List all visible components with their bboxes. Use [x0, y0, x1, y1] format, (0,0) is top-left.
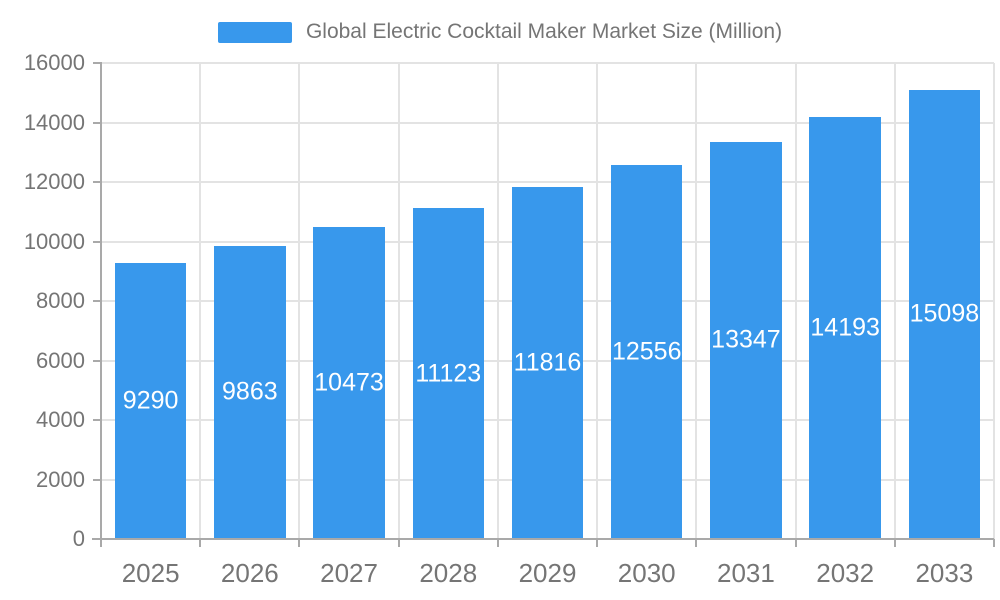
x-axis-tick-label: 2031 [717, 558, 775, 588]
x-gridline [993, 63, 995, 539]
x-tick [496, 539, 499, 547]
x-tick [893, 539, 896, 547]
x-axis-tick-label: 2028 [419, 558, 478, 588]
x-tick [794, 539, 797, 547]
y-tick [93, 62, 101, 64]
y-tick [93, 419, 101, 421]
x-gridline [695, 63, 698, 539]
y-axis-tick-label: 6000 [36, 347, 85, 373]
y-tick [93, 478, 101, 481]
y-tick [93, 181, 101, 183]
y-axis-tick-label: 14000 [23, 109, 85, 135]
bar-2026[interactable] [214, 245, 286, 539]
x-axis-tick-label: 2032 [816, 558, 875, 588]
bar-2029[interactable] [511, 187, 584, 539]
x-gridline [496, 63, 499, 539]
bar-2031[interactable] [710, 141, 782, 539]
bar-value-label: 15098 [909, 299, 980, 328]
bar-value-label: 12556 [611, 337, 682, 366]
y-gridline [101, 181, 994, 183]
y-gridline [101, 121, 994, 124]
x-gridline [397, 63, 400, 539]
plot-area: 0 2000 4000 6000 8000 10000 12000 14000 16000 929… [24, 52, 995, 586]
y-tick [93, 300, 101, 302]
x-gridline [596, 63, 599, 539]
y-axis-tick-label: 16000 [23, 50, 85, 75]
x-gridline [893, 63, 896, 539]
y-axis-tick-label: 0 [72, 526, 85, 551]
bar-value-label: 14193 [810, 313, 880, 342]
legend-swatch [217, 21, 292, 43]
y-axis-tick-label: 12000 [23, 169, 85, 194]
x-tick [993, 539, 995, 547]
bar-2028[interactable] [412, 208, 484, 539]
bar-2033[interactable] [908, 89, 981, 539]
y-axis-line [100, 62, 102, 547]
x-axis-tick-label: 2027 [320, 558, 378, 588]
bar-value-label: 13347 [711, 325, 781, 354]
x-gridline [298, 63, 301, 539]
bar-2032[interactable] [809, 116, 881, 539]
x-tick [298, 539, 301, 547]
x-tick [199, 539, 202, 547]
legend-label: Global Electric Cocktail Maker Market Si… [305, 20, 783, 43]
x-tick [695, 539, 698, 547]
y-gridline [101, 62, 994, 64]
y-tick [93, 240, 101, 243]
y-axis-tick-label: 4000 [36, 407, 85, 432]
x-gridline [199, 63, 202, 539]
x-axis-tick-label: 2029 [518, 558, 577, 588]
bar-2030[interactable] [611, 165, 683, 539]
x-axis-tick-label: 2025 [121, 558, 180, 588]
y-axis-tick-label: 10000 [23, 228, 85, 254]
x-axis-tick-label: 2030 [617, 558, 676, 588]
x-gridline [794, 63, 797, 539]
legend[interactable]: Global Electric Cocktail Maker Market Si… [0, 20, 1000, 44]
x-axis-line [92, 538, 994, 540]
x-axis-tick-label: 2026 [220, 558, 279, 588]
bar-value-label: 10473 [314, 368, 384, 397]
bar-2025[interactable] [114, 262, 187, 539]
x-axis-tick-label: 2033 [915, 558, 974, 588]
x-tick [397, 539, 400, 547]
bar-value-label: 11816 [513, 348, 582, 377]
y-axis-tick-label: 8000 [36, 288, 85, 313]
bar-2027[interactable] [313, 227, 385, 539]
y-tick [93, 121, 101, 124]
y-axis-tick-label: 2000 [36, 466, 85, 492]
bar-value-label: 9290 [122, 386, 179, 415]
x-tick [596, 539, 599, 547]
bar-value-label: 9863 [222, 377, 278, 406]
bar-value-label: 11123 [415, 359, 482, 388]
y-tick [93, 359, 101, 362]
